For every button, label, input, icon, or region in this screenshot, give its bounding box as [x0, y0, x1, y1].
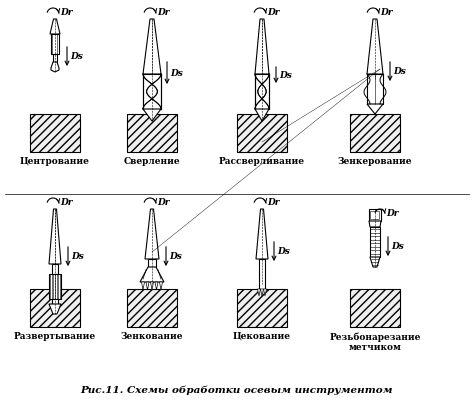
Text: Dr: Dr: [60, 8, 73, 17]
Bar: [30, 289, 80, 327]
Bar: [371, 211, 380, 219]
Bar: [148, 259, 156, 267]
Text: Ds: Ds: [391, 242, 404, 251]
Polygon shape: [367, 104, 383, 114]
Text: Dr: Dr: [157, 8, 170, 17]
Polygon shape: [255, 74, 269, 109]
Polygon shape: [261, 289, 264, 296]
Bar: [127, 114, 177, 152]
Text: Ds: Ds: [170, 69, 183, 78]
Polygon shape: [140, 267, 164, 282]
Polygon shape: [143, 109, 161, 121]
Text: Ds: Ds: [71, 252, 84, 261]
Bar: [369, 209, 381, 221]
Text: Dr: Dr: [267, 8, 280, 17]
Polygon shape: [256, 209, 268, 259]
Polygon shape: [50, 19, 60, 34]
Bar: [350, 114, 400, 152]
Polygon shape: [370, 257, 380, 267]
Polygon shape: [49, 304, 61, 314]
Bar: [370, 227, 380, 257]
Bar: [49, 274, 61, 299]
Polygon shape: [257, 289, 261, 296]
Text: Цекование: Цекование: [233, 332, 291, 341]
Bar: [30, 114, 80, 152]
Polygon shape: [51, 62, 59, 72]
Text: Ds: Ds: [70, 52, 83, 61]
Polygon shape: [369, 221, 381, 227]
Text: Зенкерование: Зенкерование: [338, 157, 412, 166]
Bar: [350, 289, 400, 327]
Text: Dr: Dr: [60, 198, 73, 207]
Polygon shape: [159, 282, 163, 290]
Text: Dr: Dr: [386, 208, 399, 217]
Polygon shape: [155, 282, 158, 290]
Bar: [52, 299, 58, 309]
Text: Ds: Ds: [277, 247, 290, 256]
Polygon shape: [264, 289, 266, 296]
Text: Dr: Dr: [157, 198, 170, 207]
Text: Рис.11. Схемы обработки осевым инструментом: Рис.11. Схемы обработки осевым инструмен…: [81, 385, 393, 395]
Text: Центрование: Центрование: [20, 157, 90, 166]
Bar: [237, 114, 287, 152]
Bar: [53, 54, 57, 62]
Polygon shape: [146, 282, 149, 290]
Text: Ds: Ds: [169, 252, 182, 261]
Text: Ds: Ds: [279, 71, 292, 80]
Polygon shape: [367, 19, 383, 74]
Polygon shape: [255, 19, 269, 74]
Polygon shape: [255, 109, 269, 121]
Text: Развертывание: Развертывание: [14, 332, 96, 341]
Text: Ds: Ds: [393, 67, 406, 76]
Bar: [51, 34, 59, 54]
Polygon shape: [49, 209, 61, 264]
Bar: [52, 264, 58, 274]
Text: Зенкование: Зенкование: [121, 332, 183, 341]
Bar: [367, 74, 383, 104]
Text: Рассверливание: Рассверливание: [219, 157, 305, 166]
Text: Сверление: Сверление: [124, 157, 180, 166]
Text: Dr: Dr: [380, 8, 392, 17]
Polygon shape: [142, 282, 145, 290]
Polygon shape: [143, 74, 161, 109]
Polygon shape: [151, 282, 154, 290]
Bar: [259, 259, 265, 289]
Bar: [127, 289, 177, 327]
Bar: [237, 289, 287, 327]
Polygon shape: [143, 19, 161, 74]
Polygon shape: [145, 209, 159, 259]
Text: Резьбонарезание
метчиком: Резьбонарезание метчиком: [329, 332, 421, 352]
Text: Dr: Dr: [267, 198, 280, 207]
